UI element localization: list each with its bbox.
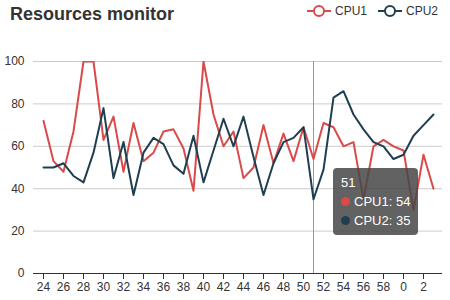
html-text:51: 51 [341, 175, 356, 190]
svg-text:40: 40 [197, 280, 211, 294]
html-text:Resources monitor: Resources monitor [10, 4, 174, 24]
svg-text:56: 56 [357, 280, 371, 294]
svg-text:2: 2 [420, 280, 427, 294]
svg-text:40: 40 [11, 182, 25, 196]
svg-text:36: 36 [157, 280, 171, 294]
svg-text:20: 20 [11, 224, 25, 238]
svg-text:44: 44 [237, 280, 251, 294]
svg-text:80: 80 [11, 97, 25, 111]
svg-text:34: 34 [137, 280, 151, 294]
svg-text:0: 0 [18, 266, 25, 280]
svg-text:50: 50 [297, 280, 311, 294]
svg-text:42: 42 [217, 280, 231, 294]
svg-text:30: 30 [97, 280, 111, 294]
html-text:CPU1: 54: CPU1: 54 [354, 194, 411, 209]
svg-text:54: 54 [337, 280, 351, 294]
svg-text:38: 38 [177, 280, 191, 294]
svg-text:100: 100 [4, 54, 24, 68]
html-text:CPU1: CPU1 [335, 4, 367, 18]
svg-text:52: 52 [317, 280, 331, 294]
svg-text:24: 24 [37, 280, 51, 294]
svg-text:48: 48 [277, 280, 291, 294]
svg-text:32: 32 [117, 280, 131, 294]
html-text:CPU2: CPU2 [406, 4, 438, 18]
svg-text:0: 0 [400, 280, 407, 294]
svg-text:58: 58 [377, 280, 391, 294]
html-text:CPU2: 35: CPU2: 35 [354, 213, 411, 228]
svg-text:46: 46 [257, 280, 271, 294]
svg-text:26: 26 [57, 280, 71, 294]
svg-text:28: 28 [77, 280, 91, 294]
svg-text:60: 60 [11, 139, 25, 153]
